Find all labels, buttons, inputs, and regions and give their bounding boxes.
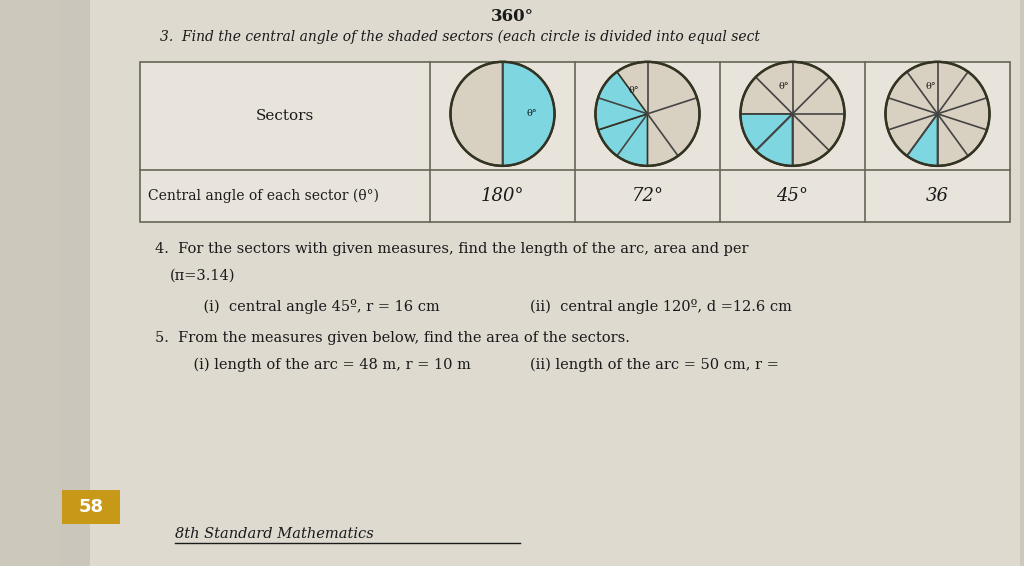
Text: 8th Standard Mathematics: 8th Standard Mathematics [175, 527, 374, 541]
Text: 72°: 72° [632, 187, 664, 205]
Text: θ°: θ° [778, 82, 790, 91]
Circle shape [451, 62, 555, 166]
Text: Central angle of each sector (θ°): Central angle of each sector (θ°) [148, 189, 379, 203]
Text: θ°: θ° [926, 82, 936, 91]
Wedge shape [756, 114, 793, 166]
Circle shape [740, 62, 845, 166]
Bar [140, 62, 1010, 222]
Wedge shape [907, 114, 938, 166]
Text: Sectors: Sectors [256, 109, 314, 123]
Circle shape [886, 62, 989, 166]
Wedge shape [598, 114, 647, 166]
Text: 45°: 45° [776, 187, 809, 205]
Wedge shape [596, 72, 647, 130]
Circle shape [596, 62, 699, 166]
Bar [60, 0, 90, 566]
Text: θ°: θ° [526, 109, 537, 118]
Text: 4.  For the sectors with given measures, find the length of the arc, area and pe: 4. For the sectors with given measures, … [155, 242, 749, 256]
Bar [62, 490, 120, 524]
Wedge shape [740, 114, 793, 151]
Wedge shape [503, 62, 555, 166]
Text: 5.  From the measures given below, find the area of the sectors.: 5. From the measures given below, find t… [155, 331, 630, 345]
Text: 3.  Find the central angle of the shaded sectors (each circle is divided into eq: 3. Find the central angle of the shaded … [160, 30, 760, 44]
Text: (π=3.14): (π=3.14) [170, 269, 236, 283]
Text: (i) length of the arc = 48 m, r = 10 m: (i) length of the arc = 48 m, r = 10 m [175, 358, 471, 372]
Text: (ii)  central angle 120º, d =12.6 cm: (ii) central angle 120º, d =12.6 cm [530, 299, 792, 314]
Text: (ii) length of the arc = 50 cm, r =: (ii) length of the arc = 50 cm, r = [530, 358, 779, 372]
Text: 36: 36 [926, 187, 949, 205]
Text: 180°: 180° [480, 187, 524, 205]
Text: 360°: 360° [490, 8, 534, 25]
Text: (i)  central angle 45º, r = 16 cm: (i) central angle 45º, r = 16 cm [185, 299, 439, 314]
Text: 58: 58 [79, 498, 103, 516]
Text: θ°: θ° [629, 86, 639, 95]
